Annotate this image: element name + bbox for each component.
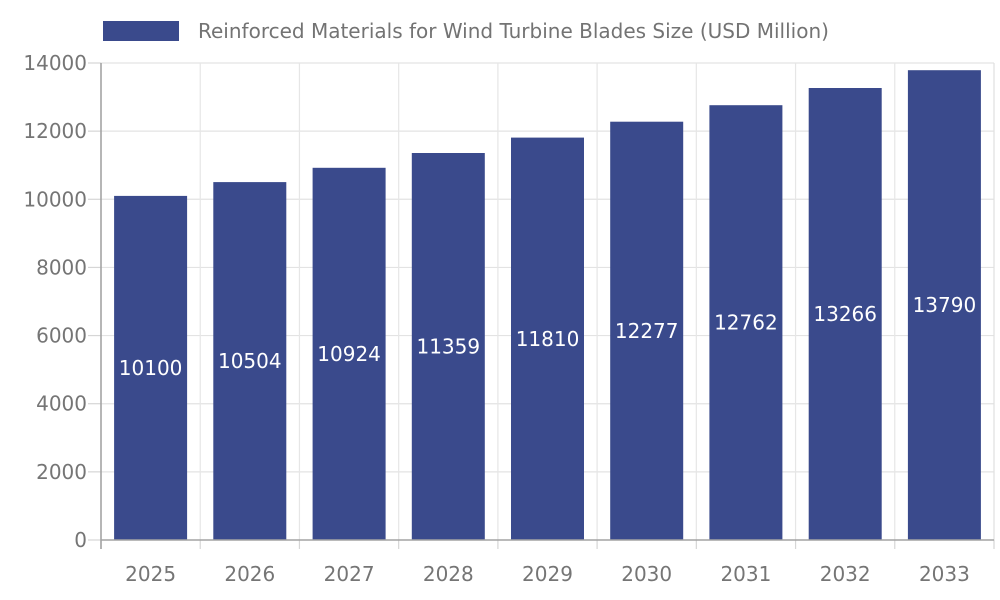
bar-value-label: 10100 <box>119 356 183 380</box>
y-tick-label: 12000 <box>23 119 87 143</box>
bar-value-label: 11810 <box>516 327 580 351</box>
bar <box>709 105 783 540</box>
y-tick-label: 0 <box>74 528 87 552</box>
bar <box>511 137 584 540</box>
bar-value-label: 10504 <box>218 349 282 373</box>
bar <box>808 88 882 540</box>
bar <box>610 121 684 540</box>
x-tick-label: 2028 <box>423 562 474 586</box>
x-tick-label: 2030 <box>621 562 672 586</box>
bar-value-label: 13266 <box>813 302 877 326</box>
y-tick-label: 14000 <box>23 51 87 75</box>
legend-label: Reinforced Materials for Wind Turbine Bl… <box>198 19 829 43</box>
x-tick-label: 2029 <box>522 562 573 586</box>
y-tick-label: 4000 <box>36 392 87 416</box>
legend: Reinforced Materials for Wind Turbine Bl… <box>103 18 829 44</box>
x-tick-label: 2032 <box>820 562 871 586</box>
x-tick-label: 2033 <box>919 562 970 586</box>
bar-value-label: 11359 <box>416 335 480 359</box>
x-tick-label: 2025 <box>125 562 176 586</box>
x-tick-label: 2031 <box>720 562 771 586</box>
bar-value-label: 10924 <box>317 342 381 366</box>
bar <box>114 195 188 540</box>
bar-value-label: 12762 <box>714 311 778 335</box>
legend-swatch <box>103 21 179 41</box>
y-tick-label: 10000 <box>23 187 87 211</box>
bar <box>411 153 485 540</box>
x-tick-label: 2026 <box>224 562 275 586</box>
bar-value-label: 13790 <box>913 293 977 317</box>
y-tick-label: 6000 <box>36 324 87 348</box>
bar <box>213 182 287 540</box>
bar <box>907 70 981 540</box>
y-tick-label: 8000 <box>36 255 87 279</box>
x-tick-label: 2027 <box>324 562 375 586</box>
bar-value-label: 12277 <box>615 319 679 343</box>
bar <box>312 167 386 541</box>
y-tick-label: 2000 <box>36 460 87 484</box>
